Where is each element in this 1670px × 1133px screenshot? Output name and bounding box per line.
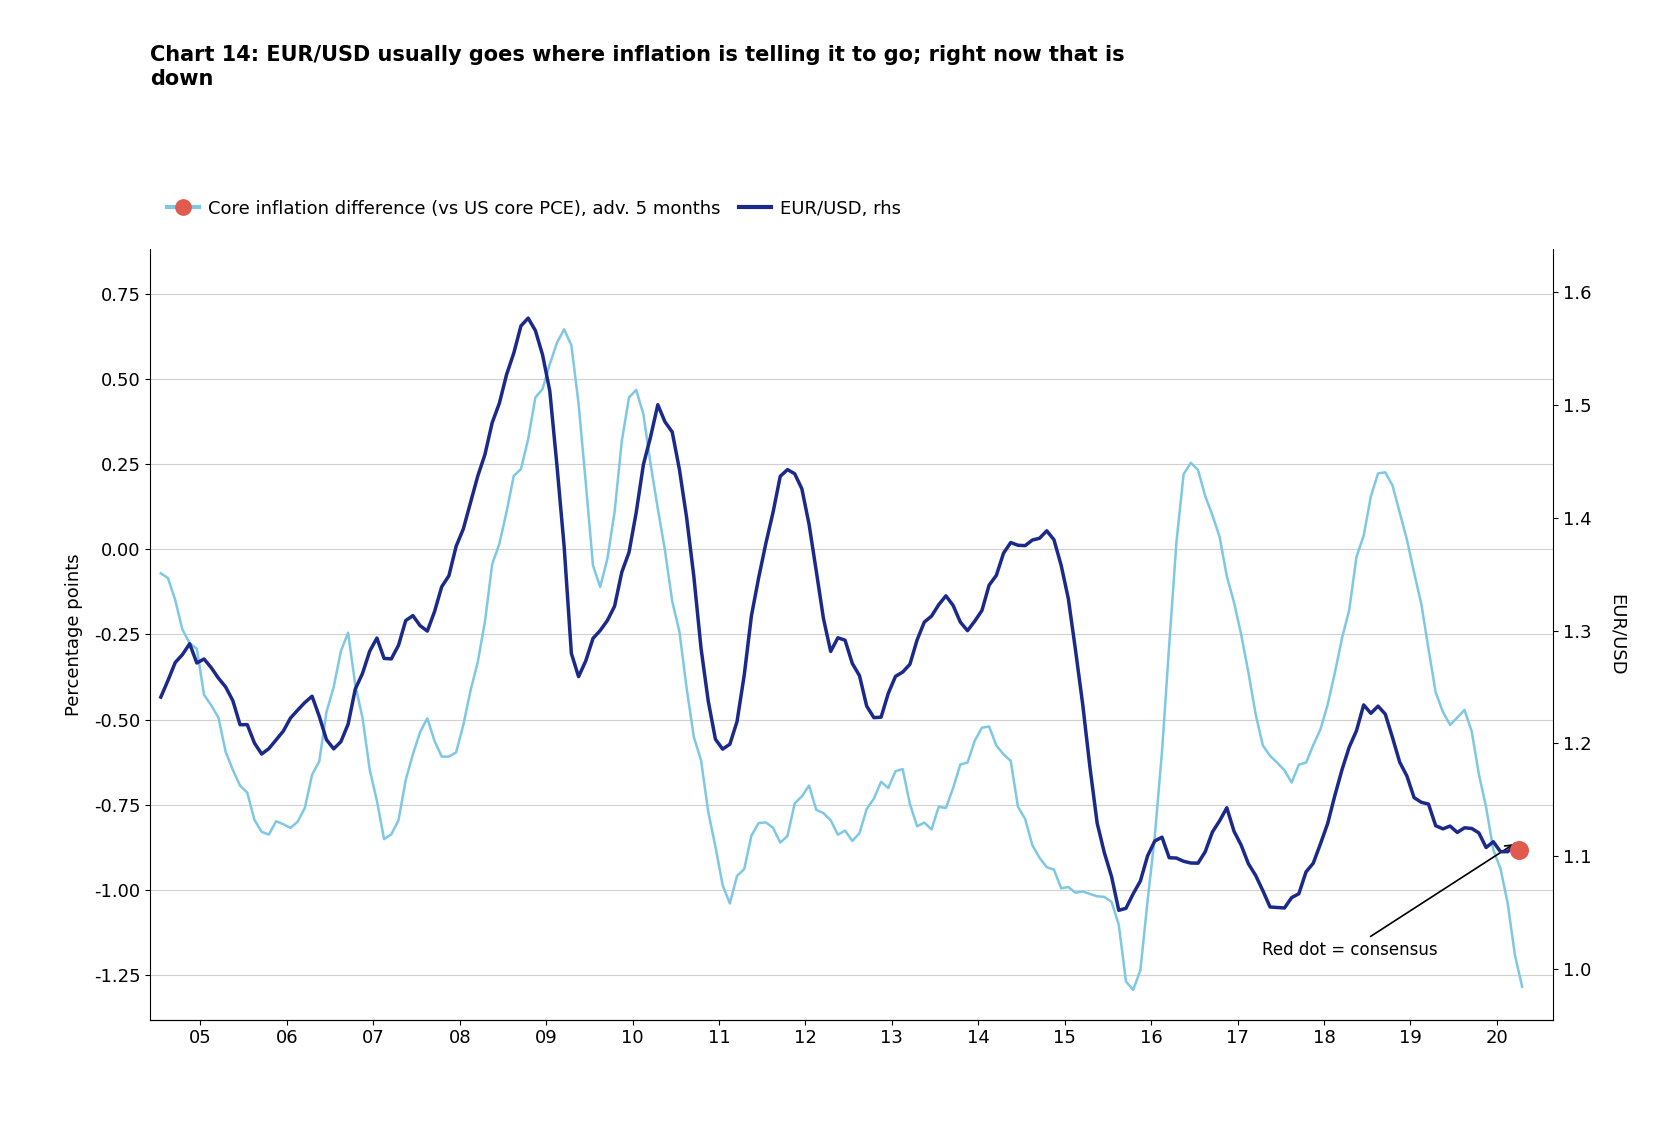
Text: Red dot = consensus: Red dot = consensus: [1263, 845, 1511, 959]
Text: Chart 14: EUR/USD usually goes where inflation is telling it to go; right now th: Chart 14: EUR/USD usually goes where inf…: [150, 45, 1126, 88]
Y-axis label: Percentage points: Percentage points: [65, 553, 84, 716]
Legend: Core inflation difference (vs US core PCE), adv. 5 months, EUR/USD, rhs: Core inflation difference (vs US core PC…: [159, 193, 908, 224]
Point: [1505, 842, 1531, 860]
Y-axis label: EUR/USD: EUR/USD: [1608, 594, 1627, 675]
